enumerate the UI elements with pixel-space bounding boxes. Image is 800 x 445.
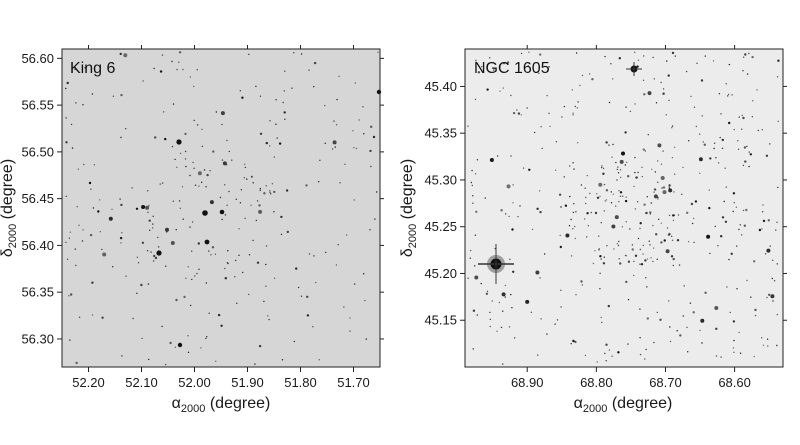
x-tick-label: 68.80 [580,375,613,390]
y-tick-label: 45.15 [424,313,457,328]
ngc1605-ticks: 68.90 68.80 68.70 68.60 45.15 45.20 45.25 45.30… [424,45,787,390]
ngc1605-frame [464,48,784,368]
y-tick-label: 56.55 [21,98,54,113]
ngc1605-title: NGC 1605 [474,60,550,77]
ngc1605-x-axis-label: α2000 (degree) [574,395,673,415]
x-tick-label: 51.90 [231,375,264,390]
y-tick-label: 56.35 [21,285,54,300]
y-tick-label: 56.50 [21,144,54,159]
king6-ticks: 52.20 52.10 52.00 51.90 51.80 51.70 56.30 56.35… [21,45,384,390]
king6-field-image [62,49,380,367]
bright-star-glare [478,62,642,284]
x-tick-label: 52.10 [125,375,158,390]
x-tick-label: 68.60 [718,375,751,390]
king6-stars [65,51,382,366]
y-tick-label: 45.40 [424,79,457,94]
panel-ngc1605: 68.90 68.80 68.70 68.60 45.15 45.20 45.25 45.30… [399,45,787,415]
y-tick-label: 56.40 [21,238,54,253]
y-tick-label: 45.25 [424,219,457,234]
king6-x-axis-label: α2000 (degree) [172,395,271,415]
panel-king6: 52.20 52.10 52.00 51.90 51.80 51.70 56.30 56.35… [0,45,384,415]
king6-title: King 6 [70,60,115,77]
x-tick-label: 52.00 [178,375,211,390]
king6-y-axis-label: δ2000 (degree) [0,159,19,257]
x-tick-label: 68.70 [649,375,682,390]
y-tick-label: 45.20 [424,266,457,281]
x-tick-label: 51.70 [337,375,370,390]
y-tick-label: 56.45 [21,191,54,206]
ngc1605-field-image [465,49,783,367]
ngc1605-stars [467,51,780,365]
x-tick-label: 51.80 [284,375,317,390]
y-tick-label: 45.30 [424,172,457,187]
y-tick-label: 56.60 [21,51,54,66]
y-tick-label: 56.30 [21,331,54,346]
king6-frame [61,48,381,368]
ngc1605-y-axis-label: δ2000 (degree) [399,159,419,257]
x-tick-label: 52.20 [72,375,105,390]
y-tick-label: 45.35 [424,126,457,141]
x-tick-label: 68.90 [511,375,544,390]
